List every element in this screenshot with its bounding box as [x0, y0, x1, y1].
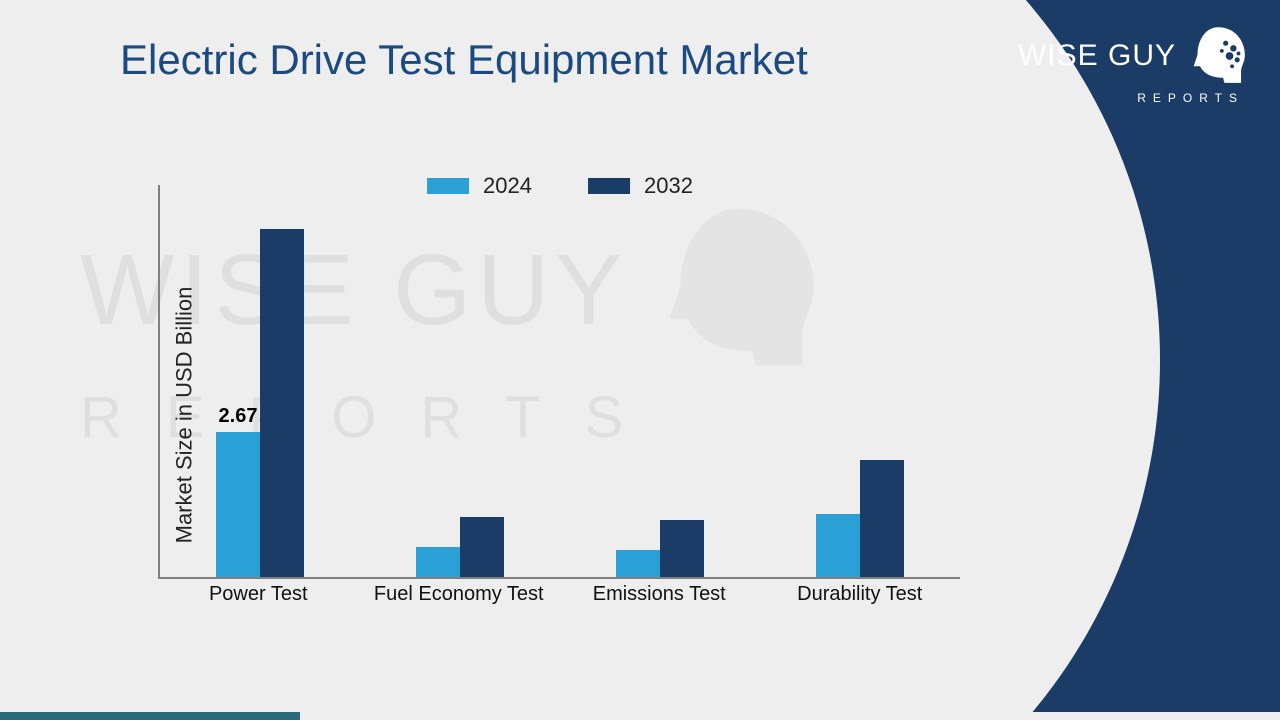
bar: [260, 229, 304, 577]
brand-logo: WISE GUY REPORTS: [1018, 24, 1250, 104]
logo-text-top: WISE GUY: [1018, 41, 1176, 71]
footer-accent: [0, 712, 300, 720]
x-tick-label: Emissions Test: [559, 579, 760, 645]
bar-value-label: 2.67: [219, 405, 258, 428]
bar-group: [360, 185, 560, 577]
x-tick-label: Durability Test: [760, 579, 961, 645]
x-axis-labels: Power TestFuel Economy TestEmissions Tes…: [158, 579, 960, 645]
bar-group: 2.67: [160, 185, 360, 577]
bar: [416, 547, 460, 577]
plot-area: 20242032 2.67: [158, 185, 960, 579]
bar: 2.67: [216, 432, 260, 577]
bar: [616, 550, 660, 577]
logo-text-sub: REPORTS: [1018, 92, 1250, 104]
bar-chart: Market Size in USD Billion 20242032 2.67…: [80, 185, 960, 645]
x-tick-label: Power Test: [158, 579, 359, 645]
bar-group: [760, 185, 960, 577]
bar: [460, 517, 504, 577]
bar: [816, 514, 860, 577]
bar: [660, 520, 704, 577]
bar: [860, 460, 904, 577]
head-icon: [1186, 24, 1250, 88]
bar-groups: 2.67: [160, 185, 960, 577]
bar-group: [560, 185, 760, 577]
x-tick-label: Fuel Economy Test: [359, 579, 560, 645]
chart-title: Electric Drive Test Equipment Market: [120, 36, 808, 84]
